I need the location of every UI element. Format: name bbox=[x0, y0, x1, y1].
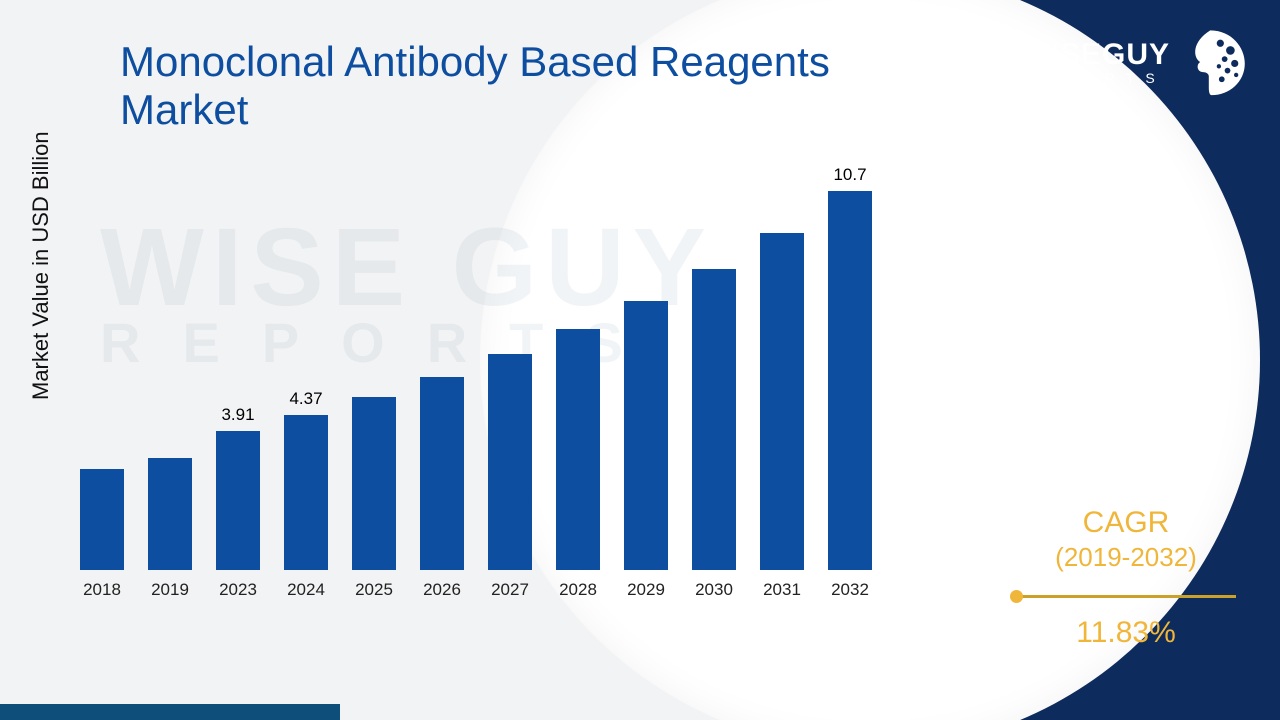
brand-logo: WISEGUY REPORTS bbox=[1021, 26, 1252, 98]
brand-logo-text: WISEGUY REPORTS bbox=[1021, 38, 1170, 86]
cagr-divider bbox=[1016, 595, 1236, 598]
y-axis-label: Market Value in USD Billion bbox=[28, 131, 54, 400]
cagr-value: 11.83% bbox=[1006, 616, 1246, 650]
bar bbox=[828, 191, 872, 570]
x-tick-label: 2026 bbox=[407, 580, 477, 600]
bar bbox=[624, 301, 668, 570]
bar bbox=[148, 458, 192, 570]
x-tick-label: 2018 bbox=[67, 580, 137, 600]
bar-value-label: 10.7 bbox=[815, 165, 885, 185]
brand-logo-main: WISEGUY bbox=[1021, 38, 1170, 72]
bar-value-label: 4.37 bbox=[271, 389, 341, 409]
plot-area: 3.914.3710.7 bbox=[80, 180, 900, 570]
x-tick-label: 2028 bbox=[543, 580, 613, 600]
bar bbox=[80, 469, 124, 570]
brand-head-icon bbox=[1180, 26, 1252, 98]
brand-logo-sub: REPORTS bbox=[1021, 70, 1170, 86]
brand-word-b: GUY bbox=[1102, 38, 1170, 71]
x-tick-label: 2023 bbox=[203, 580, 273, 600]
bar bbox=[420, 377, 464, 570]
x-tick-label: 2027 bbox=[475, 580, 545, 600]
cagr-label: CAGR bbox=[1006, 506, 1246, 540]
x-tick-label: 2025 bbox=[339, 580, 409, 600]
bottom-accent-bar bbox=[0, 704, 340, 720]
x-tick-label: 2031 bbox=[747, 580, 817, 600]
bar bbox=[488, 354, 532, 570]
bar bbox=[352, 397, 396, 570]
chart-title: Monoclonal Antibody Based Reagents Marke… bbox=[120, 38, 880, 135]
brand-word-a: WISE bbox=[1021, 38, 1102, 71]
bar-chart: 3.914.3710.7 201820192023202420252026202… bbox=[80, 180, 900, 600]
bar bbox=[556, 329, 600, 570]
x-tick-label: 2024 bbox=[271, 580, 341, 600]
x-tick-label: 2030 bbox=[679, 580, 749, 600]
bar-value-label: 3.91 bbox=[203, 405, 273, 425]
bar bbox=[216, 431, 260, 570]
x-tick-label: 2032 bbox=[815, 580, 885, 600]
cagr-range: (2019-2032) bbox=[1006, 542, 1246, 573]
infographic-canvas: WISE GUY REPORTS Monoclonal Antibody Bas… bbox=[0, 0, 1280, 720]
cagr-block: CAGR (2019-2032) 11.83% bbox=[1006, 506, 1246, 650]
x-tick-label: 2019 bbox=[135, 580, 205, 600]
bar bbox=[692, 269, 736, 570]
x-tick-label: 2029 bbox=[611, 580, 681, 600]
bar bbox=[284, 415, 328, 570]
bar bbox=[760, 233, 804, 570]
